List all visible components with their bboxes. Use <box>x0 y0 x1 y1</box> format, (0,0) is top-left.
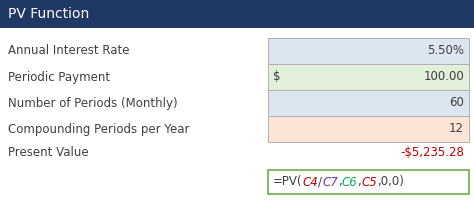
Text: Compounding Periods per Year: Compounding Periods per Year <box>8 122 190 135</box>
Text: 5.50%: 5.50% <box>427 44 464 58</box>
Text: C4: C4 <box>302 175 318 188</box>
Text: 100.00: 100.00 <box>423 71 464 83</box>
Text: =PV(: =PV( <box>273 175 302 188</box>
Bar <box>268 90 469 116</box>
Text: /: / <box>318 175 322 188</box>
Bar <box>268 64 469 90</box>
Text: $: $ <box>273 71 281 83</box>
Text: ,: , <box>338 175 342 188</box>
Text: PV Function: PV Function <box>8 7 89 21</box>
Text: 60: 60 <box>449 96 464 110</box>
Bar <box>268 38 469 64</box>
Text: -$5,235.28: -$5,235.28 <box>400 145 464 159</box>
Text: Present Value: Present Value <box>8 145 89 159</box>
Text: C7: C7 <box>322 175 338 188</box>
Bar <box>268 170 469 194</box>
Bar <box>0 0 474 28</box>
Text: Annual Interest Rate: Annual Interest Rate <box>8 44 129 58</box>
Text: C5: C5 <box>361 175 377 188</box>
Text: ,0,0): ,0,0) <box>377 175 404 188</box>
Text: ,: , <box>357 175 361 188</box>
Text: Number of Periods (Monthly): Number of Periods (Monthly) <box>8 96 178 110</box>
Text: C6: C6 <box>342 175 357 188</box>
Text: Periodic Payment: Periodic Payment <box>8 71 110 83</box>
Text: 12: 12 <box>449 122 464 135</box>
Bar <box>268 116 469 142</box>
